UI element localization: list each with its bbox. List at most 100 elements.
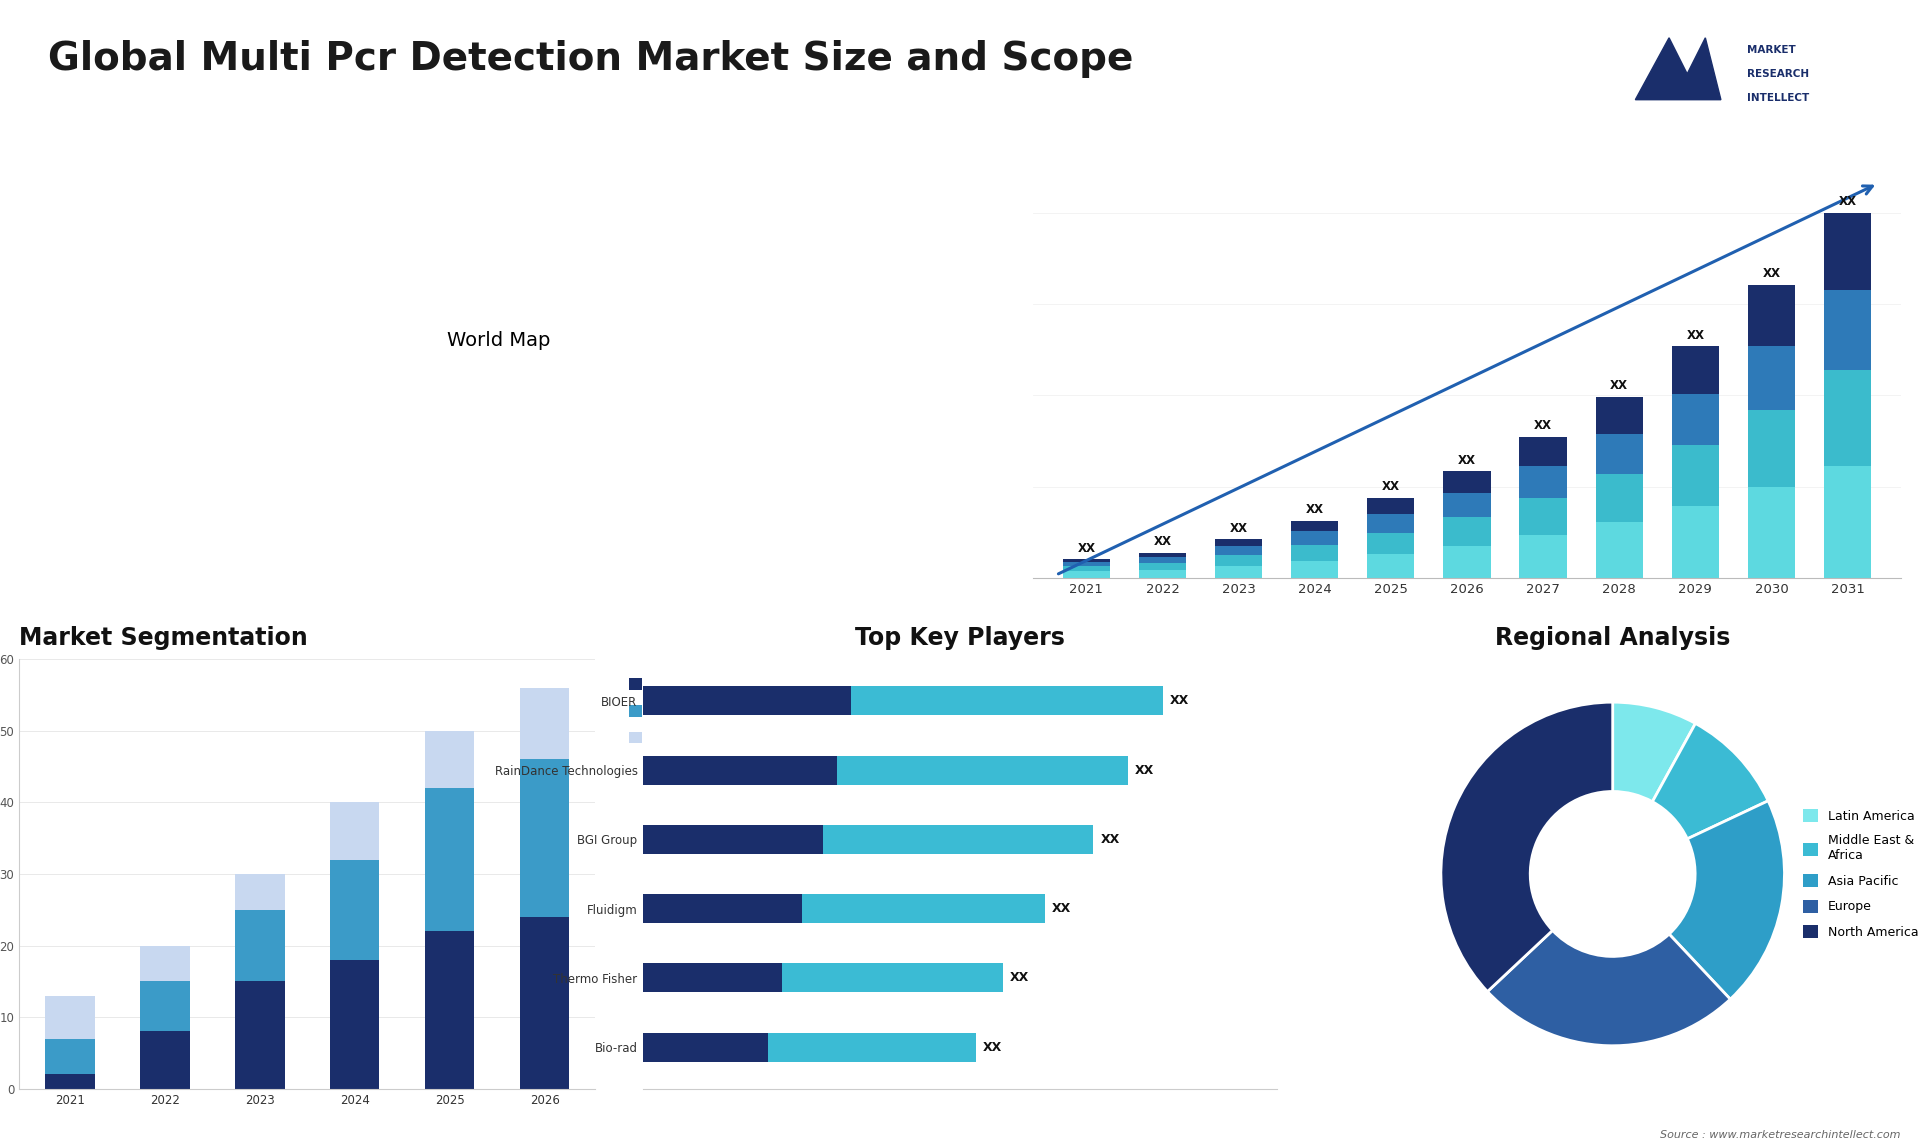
Bar (234, 910, 284, 981)
Text: XX: XX (1457, 454, 1476, 466)
Bar (1139, 557, 1187, 563)
Text: INTELLECT: INTELLECT (1747, 93, 1809, 103)
Text: XX: XX (1611, 379, 1628, 392)
Text: XX: XX (1077, 542, 1094, 555)
Bar (1596, 521, 1644, 578)
Bar (1290, 532, 1338, 544)
Text: XX: XX (1010, 972, 1029, 984)
Wedge shape (1440, 702, 1613, 991)
Text: XX: XX (1534, 419, 1551, 432)
Text: XX: XX (1686, 329, 1705, 342)
Bar (1290, 560, 1338, 578)
Bar (520, 917, 568, 1089)
Bar (424, 788, 474, 932)
Bar (1215, 556, 1261, 566)
Bar (1290, 520, 1338, 532)
Bar (330, 860, 380, 960)
Bar (520, 688, 568, 760)
Bar (1139, 552, 1187, 557)
Bar (140, 945, 190, 981)
Title: Regional Analysis: Regional Analysis (1496, 627, 1730, 650)
Text: XX: XX (1154, 535, 1171, 549)
Bar (1064, 559, 1110, 562)
Wedge shape (1488, 931, 1730, 1046)
Bar (1519, 437, 1567, 466)
Bar (643, 894, 1044, 924)
Bar (1596, 434, 1644, 474)
Bar (1444, 517, 1490, 545)
Bar (643, 825, 1092, 854)
Text: Market Segmentation: Market Segmentation (19, 627, 307, 650)
Bar (46, 996, 94, 1038)
Bar (1747, 346, 1795, 410)
Bar (643, 755, 1127, 785)
Bar (140, 1031, 190, 1089)
Bar (643, 964, 1004, 992)
Bar (1290, 544, 1338, 560)
Bar (1519, 466, 1567, 497)
Bar (1215, 540, 1261, 545)
Text: XX: XX (1763, 267, 1780, 281)
Circle shape (1553, 814, 1672, 934)
Bar (234, 874, 284, 910)
Bar (1444, 545, 1490, 578)
Bar (46, 1038, 94, 1075)
Text: XX: XX (1229, 523, 1248, 535)
Wedge shape (1668, 801, 1784, 999)
Bar (1747, 410, 1795, 487)
Bar (330, 802, 380, 860)
Bar (1519, 535, 1567, 578)
Text: Global Multi Pcr Detection Market Size and Scope: Global Multi Pcr Detection Market Size a… (48, 40, 1133, 78)
Bar (643, 755, 837, 785)
Bar (1215, 566, 1261, 578)
Bar (1596, 474, 1644, 521)
Polygon shape (1636, 38, 1720, 100)
Bar (1139, 563, 1187, 570)
Bar (1824, 290, 1872, 370)
Bar (1064, 572, 1110, 578)
Bar (1824, 466, 1872, 578)
Bar (1672, 505, 1718, 578)
Bar (1672, 346, 1718, 394)
Text: XX: XX (1382, 480, 1400, 494)
Bar (46, 1075, 94, 1089)
Bar (1367, 533, 1415, 554)
Title: Top Key Players: Top Key Players (854, 627, 1066, 650)
Text: XX: XX (1100, 833, 1119, 846)
Wedge shape (1653, 723, 1768, 839)
Bar (643, 1033, 975, 1061)
Bar (330, 960, 380, 1089)
Text: RESEARCH: RESEARCH (1747, 69, 1809, 79)
Bar (424, 731, 474, 788)
Text: XX: XX (1169, 694, 1188, 707)
Text: MARKET: MARKET (1747, 45, 1795, 55)
Bar (643, 686, 851, 715)
Legend: Latin America, Middle East &
Africa, Asia Pacific, Europe, North America: Latin America, Middle East & Africa, Asi… (1799, 806, 1920, 943)
Bar (1747, 487, 1795, 578)
Bar (1367, 497, 1415, 513)
Bar (643, 894, 803, 924)
Bar (1367, 554, 1415, 578)
Bar (1519, 497, 1567, 535)
Bar (1747, 284, 1795, 346)
Bar (234, 981, 284, 1089)
Bar (643, 686, 1164, 715)
Bar (424, 932, 474, 1089)
Text: XX: XX (1839, 195, 1857, 209)
Text: XX: XX (1052, 902, 1071, 916)
Bar (1215, 545, 1261, 556)
Bar (643, 1033, 768, 1061)
Text: XX: XX (1135, 763, 1154, 777)
Bar (1824, 213, 1872, 290)
Bar (643, 825, 824, 854)
Text: Source : www.marketresearchintellect.com: Source : www.marketresearchintellect.com (1661, 1130, 1901, 1140)
Bar (1444, 471, 1490, 493)
Bar (1367, 513, 1415, 533)
Bar (1672, 445, 1718, 505)
Bar (1064, 562, 1110, 566)
Bar (140, 981, 190, 1031)
Bar (520, 760, 568, 917)
Bar (1064, 566, 1110, 572)
Bar (1139, 570, 1187, 578)
Bar (1672, 394, 1718, 445)
